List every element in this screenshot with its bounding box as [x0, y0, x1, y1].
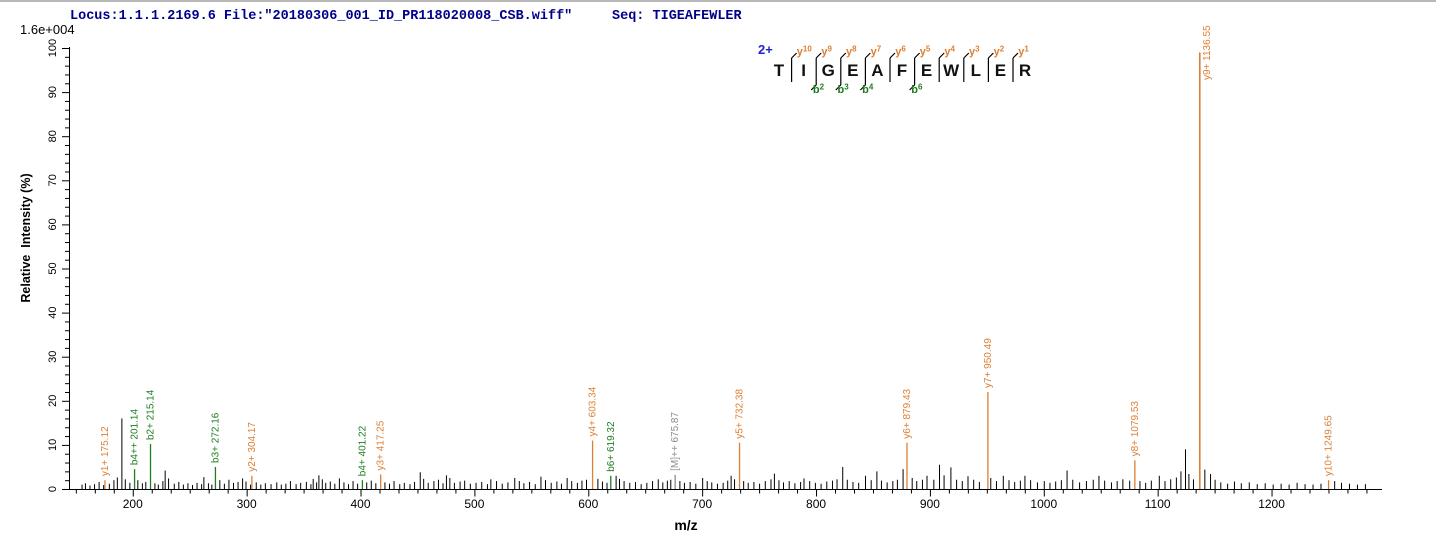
residue-letter: E [921, 61, 932, 80]
b-fragment-tick [835, 84, 842, 91]
residue-letter: E [847, 61, 858, 80]
y-tick-label: 80 [47, 130, 59, 142]
y-fragment-tick [963, 52, 970, 59]
b-fragment-tick [859, 84, 866, 91]
fragment-peak-label: b2+ 215.14 [146, 389, 157, 440]
fragment-peak-label: y3+ 417.25 [376, 420, 387, 470]
header-locus-file: Locus:1.1.1.2169.6 File:"20180306_001_ID… [70, 9, 572, 24]
b-ion-label: b4 [862, 83, 874, 97]
fragment-peak-label: [M]++ 675.87 [670, 412, 681, 471]
b-fragment-tick [909, 84, 916, 91]
fragment-peak-label: y4+ 603.34 [588, 386, 599, 436]
residue-letter: E [995, 61, 1006, 80]
y-tick-label: 70 [47, 174, 59, 186]
residue-letter: L [971, 61, 981, 80]
fragment-peak-label: y1+ 175.12 [100, 426, 111, 476]
y-tick-label: 50 [47, 262, 59, 274]
x-tick-label: 1100 [1145, 497, 1171, 511]
y-fragment-tick [938, 52, 945, 59]
y-tick-label: 100 [47, 39, 59, 57]
fragment-peak-label: y6+ 879.43 [902, 388, 913, 438]
y-tick-label: 20 [47, 395, 59, 407]
residue-letter: I [801, 61, 806, 80]
x-axis-title: m/z [674, 517, 697, 533]
x-tick-label: 900 [920, 497, 940, 511]
x-tick-label: 200 [123, 497, 143, 511]
y-tick-label: 10 [47, 439, 59, 451]
y-ion-label: y5 [920, 45, 931, 59]
x-tick-label: 300 [237, 497, 257, 511]
y-tick-label: 60 [47, 218, 59, 230]
fragment-peak-label: b3+ 272.16 [210, 412, 221, 463]
fragment-peak-label: y5+ 732.38 [735, 388, 746, 438]
fragment-peak-label: b4+ 401.22 [357, 425, 368, 476]
fragment-peak-label: y10+ 1249.65 [1324, 415, 1335, 476]
intensity-scale-label: 1.6e+004 [20, 22, 75, 37]
y-ion-label: y3 [969, 45, 980, 59]
precursor-charge-label: 2+ [758, 42, 773, 57]
y-ion-label: y7 [871, 45, 882, 59]
y-fragment-tick [815, 52, 822, 59]
b-fragment-tick [810, 84, 817, 91]
y-ion-label: y2 [994, 45, 1005, 59]
y-ion-label: y9 [821, 45, 832, 59]
y-ion-label: y10 [797, 45, 813, 59]
y-ion-label: y1 [1018, 45, 1029, 59]
x-tick-label: 1000 [1030, 497, 1057, 511]
plot-layer: 0 10 20 30 40 50 60 70 80 90 100 200 300 400 500 600 700… [47, 25, 1382, 511]
b-ion-label: b2 [813, 83, 825, 97]
y-tick-label: 90 [47, 86, 59, 98]
y-ion-label: y8 [846, 45, 857, 59]
x-tick-label: 700 [692, 497, 712, 511]
fragment-peak-label: y7+ 950.49 [983, 338, 994, 388]
y-fragment-tick [1012, 52, 1019, 59]
fragment-peak-label: b6+ 619.32 [606, 421, 617, 472]
x-tick-label: 400 [351, 497, 371, 511]
residue-letter: F [897, 61, 907, 80]
y-ion-label: y4 [944, 45, 955, 59]
fragment-peak-label: y9+ 1136.55 [1202, 25, 1213, 80]
x-tick-label: 1200 [1258, 497, 1285, 511]
y-fragment-tick [889, 52, 896, 59]
residue-letter: G [822, 61, 835, 80]
fragment-peak-label: y2+ 304.17 [247, 422, 258, 472]
y-tick-label: 40 [47, 306, 59, 318]
fragment-peak-label: y8+ 1079.53 [1130, 401, 1141, 457]
window-top-edge [0, 0, 1436, 2]
residue-letter: A [871, 61, 883, 80]
x-tick-label: 800 [806, 497, 826, 511]
b-ion-label: b3 [838, 83, 850, 97]
y-tick-label: 30 [47, 351, 59, 363]
y-fragment-tick [840, 52, 847, 59]
b-ion-label: b6 [911, 83, 923, 97]
residue-letter: W [943, 61, 960, 80]
y-fragment-tick [791, 52, 798, 59]
y-axis-title: Relative Intensity (%) [19, 173, 33, 302]
y-tick-label: 0 [47, 486, 59, 492]
y-ion-label: y6 [895, 45, 906, 59]
residue-letter: R [1019, 61, 1031, 80]
header-seq: Seq: TIGEAFEWLER [612, 9, 743, 24]
y-fragment-tick [914, 52, 921, 59]
fragment-peak-label: b4++ 201.14 [130, 409, 141, 466]
y-fragment-tick [864, 52, 871, 59]
x-tick-label: 600 [578, 497, 598, 511]
y-fragment-tick [987, 52, 994, 59]
residue-letter: T [774, 61, 785, 80]
x-tick-label: 500 [464, 497, 484, 511]
